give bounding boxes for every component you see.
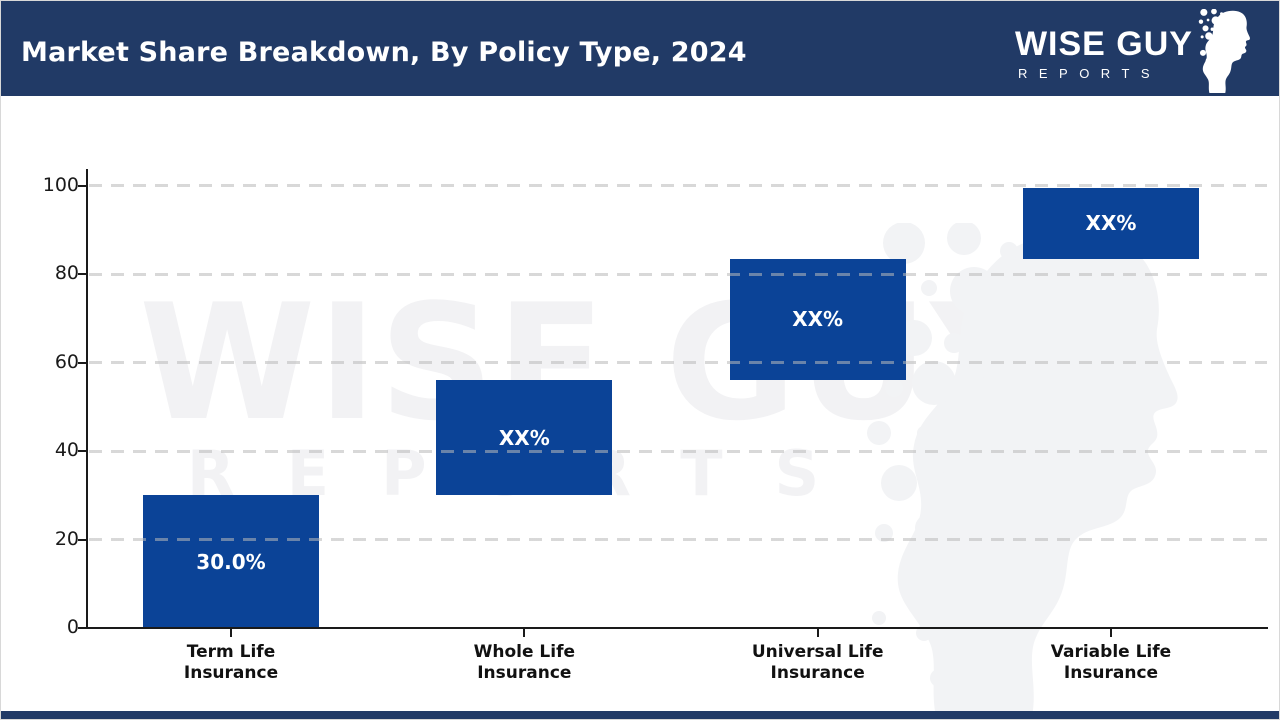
x-tick-mark <box>816 629 819 637</box>
bar-value-label: XX% <box>792 307 844 332</box>
y-tick-mark <box>78 450 86 452</box>
gridline-80 <box>89 272 1267 276</box>
logo-face-icon <box>1198 9 1250 93</box>
x-tick-mark <box>1109 629 1112 637</box>
y-tick-label: 80 <box>54 262 79 284</box>
bar-1: 30.0% <box>143 495 319 628</box>
bar-value-label: 30.0% <box>196 549 266 574</box>
y-tick-label: 40 <box>54 439 79 461</box>
footer-bar <box>1 711 1279 719</box>
gridline-60 <box>89 361 1267 364</box>
page-title: Market Share Breakdown, By Policy Type, … <box>21 37 747 68</box>
y-tick-label: 20 <box>54 527 79 550</box>
x-tick-mark <box>523 629 526 637</box>
bar-4: XX% <box>1022 187 1199 259</box>
y-tick-label: 0 <box>66 616 79 638</box>
logo-wordmark: WISE GUY <box>1014 25 1193 63</box>
gridline-100 <box>89 184 1267 187</box>
y-tick-mark <box>78 184 86 187</box>
y-tick-mark <box>78 627 86 629</box>
category-label: Variable Life Insurance <box>1050 642 1172 683</box>
y-tick-mark <box>78 273 86 275</box>
x-axis-spine <box>86 627 1268 629</box>
category-label: Whole Life Insurance <box>473 642 576 683</box>
x-tick-mark <box>230 629 232 637</box>
y-axis-spine <box>86 169 88 629</box>
gridline-20 <box>89 538 1267 541</box>
logo-subtext: REPORTS <box>1017 66 1162 81</box>
bar-value-label: XX% <box>1085 211 1137 236</box>
bar-2: XX% <box>436 380 613 496</box>
y-tick-label: 60 <box>54 350 79 373</box>
category-label: Term Life Insurance <box>183 642 279 683</box>
y-tick-mark <box>78 538 86 541</box>
wise-guy-reports-logo: WISE GUY REPORTS <box>1015 9 1267 93</box>
y-tick-mark <box>78 361 86 364</box>
category-label: Universal Life Insurance <box>751 642 884 683</box>
bar-value-label: XX% <box>498 425 550 450</box>
header-bar: Market Share Breakdown, By Policy Type, … <box>1 1 1279 96</box>
bar-3: XX% <box>729 258 906 381</box>
gridline-40 <box>89 449 1267 453</box>
y-tick-label: 100 <box>42 173 79 196</box>
dotted-face-watermark <box>863 223 1178 719</box>
